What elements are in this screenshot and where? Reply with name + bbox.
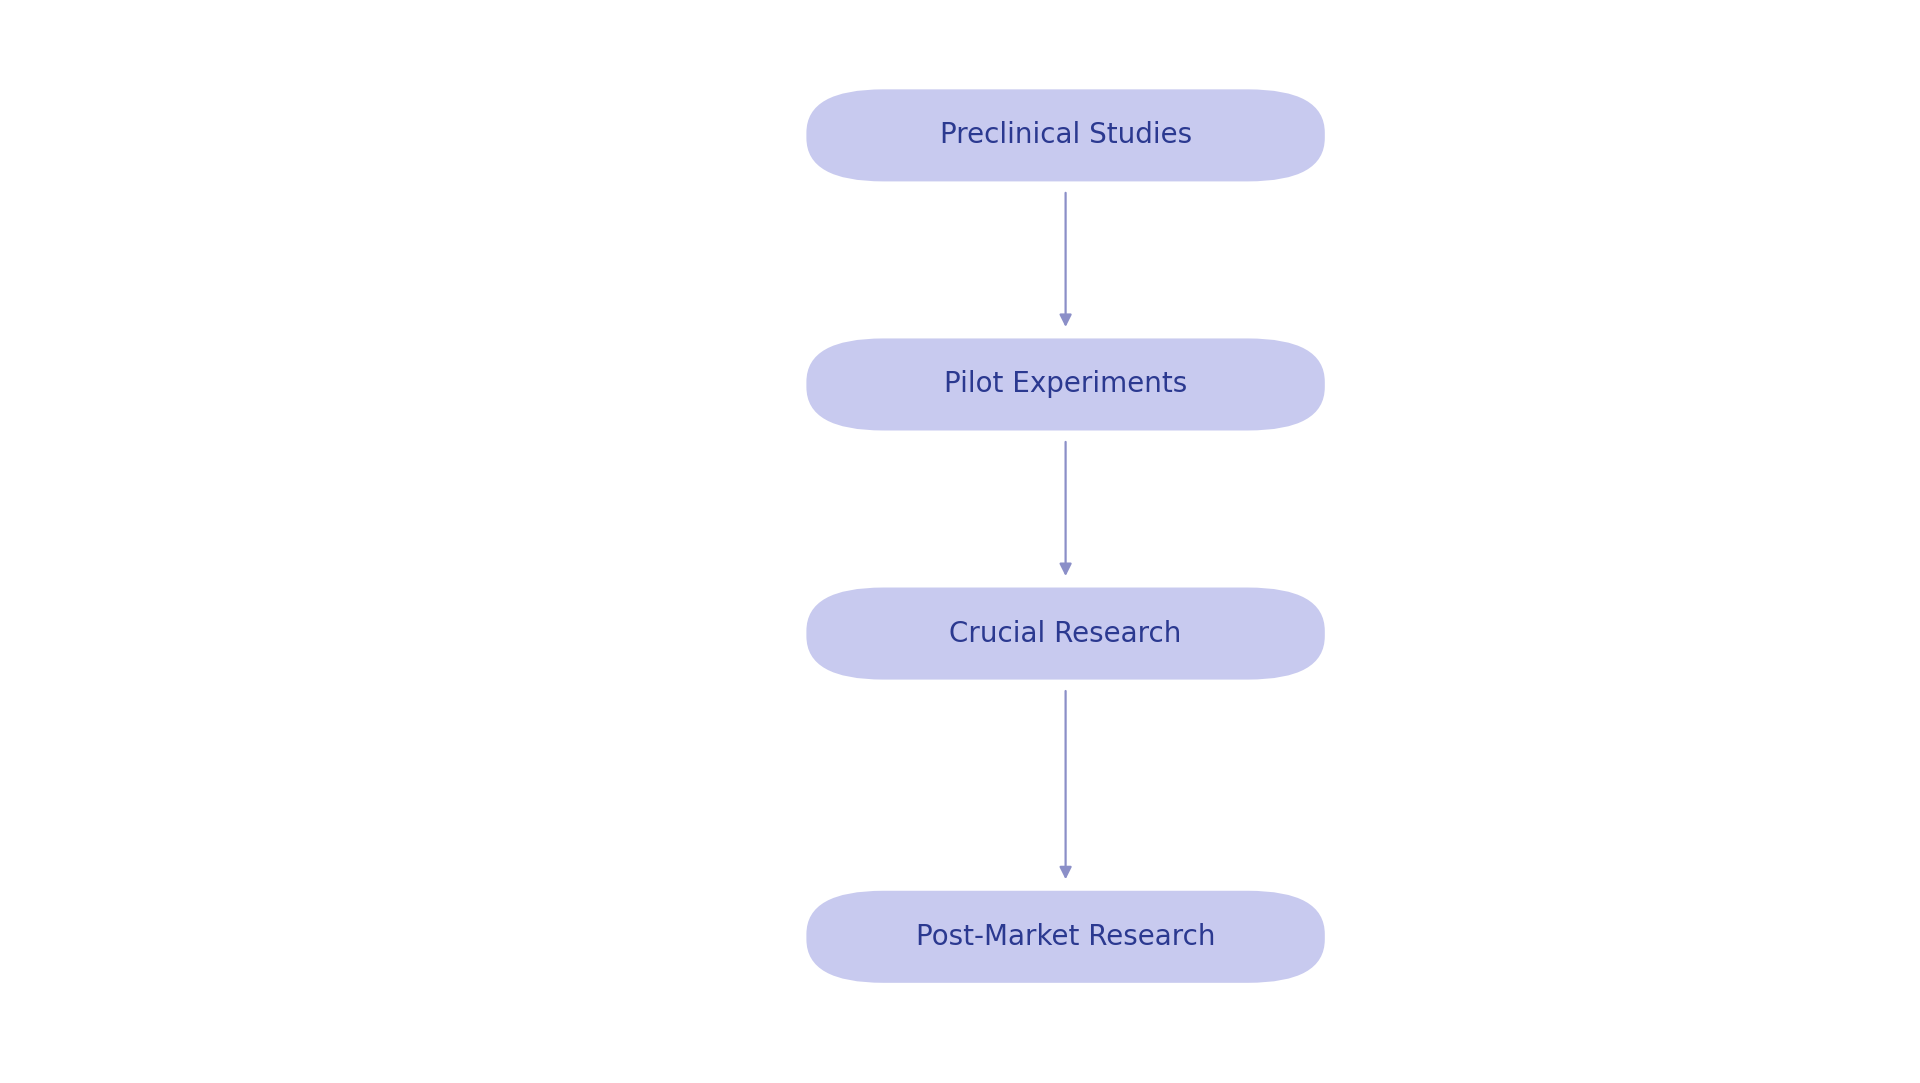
Text: Preclinical Studies: Preclinical Studies bbox=[939, 121, 1192, 149]
Text: Post-Market Research: Post-Market Research bbox=[916, 923, 1215, 951]
FancyBboxPatch shape bbox=[806, 338, 1325, 430]
Text: Pilot Experiments: Pilot Experiments bbox=[945, 370, 1187, 399]
FancyBboxPatch shape bbox=[806, 587, 1325, 680]
FancyBboxPatch shape bbox=[806, 890, 1325, 983]
Text: Crucial Research: Crucial Research bbox=[948, 619, 1183, 648]
FancyBboxPatch shape bbox=[806, 90, 1325, 182]
